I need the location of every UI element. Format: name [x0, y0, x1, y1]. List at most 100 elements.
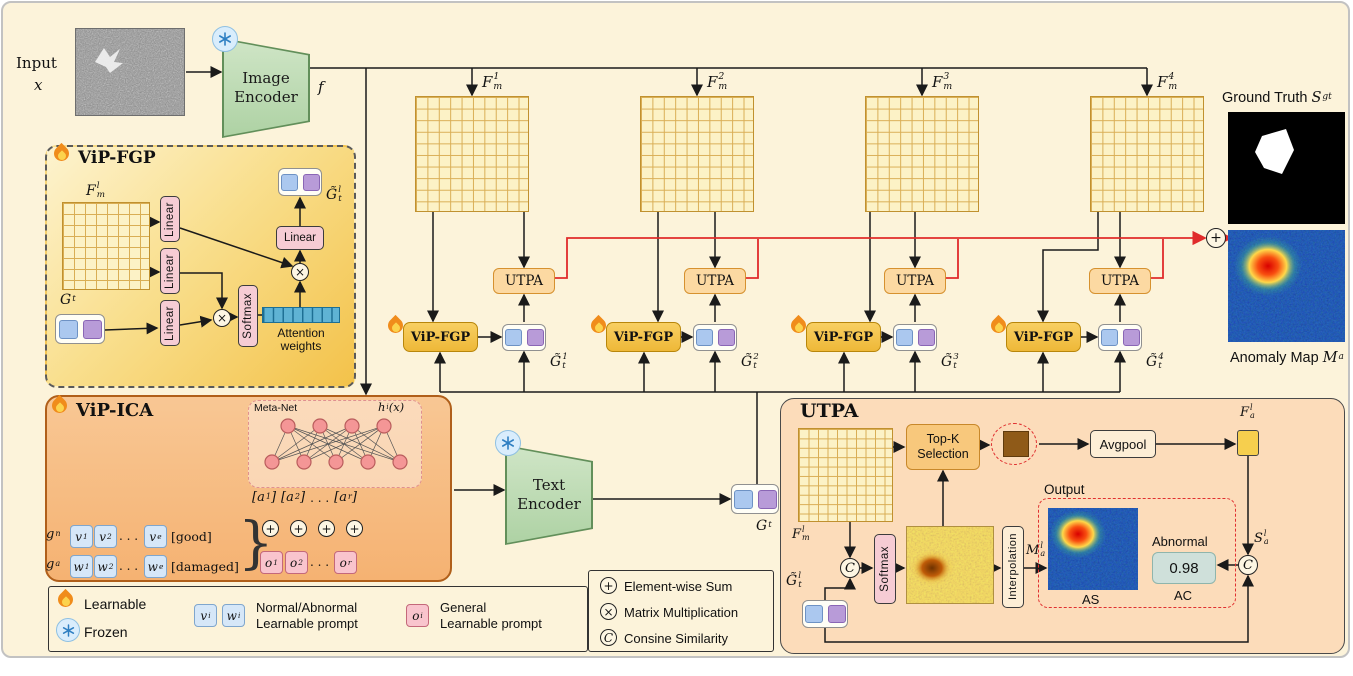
utpa-softmax-box: Softmax — [874, 534, 896, 604]
frozen-icon — [212, 26, 238, 52]
ac-label: AC — [1174, 588, 1193, 603]
feature-grid-4 — [1090, 96, 1204, 212]
linear-box-top: Linear — [276, 226, 324, 250]
element-sum-icon: + — [346, 520, 363, 537]
cosine-legend-label: Consine Similarity — [624, 631, 729, 646]
legend-box — [48, 586, 588, 652]
prompt-pair-3 — [893, 324, 937, 351]
prompt-pair-1 — [502, 324, 546, 351]
linear-box-1: Linear — [160, 196, 180, 242]
output-container — [1038, 498, 1236, 608]
topk-selection-box: Top-K Selection — [906, 424, 980, 470]
image-encoder-label: Image Encoder — [234, 69, 298, 106]
snowflake-icon — [501, 436, 514, 450]
text-encoder-label: Text Encoder — [517, 476, 581, 513]
flame-icon — [54, 588, 77, 611]
feature-grid-1 — [415, 96, 529, 212]
snowflake-icon — [218, 32, 231, 46]
ar-token: ar — [334, 490, 357, 505]
h-of-x-label: h i (x) — [378, 400, 405, 414]
utpa-box-3: UTPA — [884, 268, 946, 294]
a1-token: a1 — [252, 490, 276, 505]
avgpool-box: Avgpool — [1090, 430, 1156, 458]
fgp-output-pair — [278, 168, 322, 196]
fgp-output-label: G̃ l t — [326, 185, 342, 205]
attention-weights-label: Attention weights — [277, 326, 325, 353]
similarity-heatmap-image — [906, 526, 994, 604]
input-x-label: x — [34, 76, 43, 94]
meta-net-network — [264, 418, 408, 470]
topk-patch-highlight — [991, 423, 1037, 465]
flame-icon — [787, 314, 810, 337]
utpa-feature-grid — [798, 428, 893, 522]
utpa-g-pair — [802, 600, 848, 628]
vip-fgp-box-1: ViP-FGP — [403, 322, 478, 352]
black-connectors — [104, 66, 1254, 643]
g-tilde-label-1: G̃ 1 t — [550, 352, 568, 372]
good-label: [good] — [171, 529, 212, 544]
ops-legend-box — [588, 570, 774, 652]
fgp-softmax-box: Softmax — [238, 285, 258, 347]
element-sum-icon: + — [600, 577, 617, 594]
g-tilde-label-4: G̃ 4 t — [1146, 352, 1164, 372]
learnable-label: Learnable — [84, 596, 147, 612]
ellipsis: . . . — [119, 559, 139, 573]
snowflake-icon — [62, 623, 74, 637]
score-box: 0.98 — [1152, 552, 1216, 584]
element-sum-icon: + — [318, 520, 335, 537]
meta-net-container — [248, 400, 422, 488]
utpa-box-4: UTPA — [1089, 268, 1151, 294]
g-tilde-label-2: G̃ 2 t — [741, 352, 759, 372]
input-image — [75, 28, 185, 116]
utpa-title: UTPA — [800, 400, 859, 422]
selected-patch — [1003, 431, 1029, 457]
sum-legend-label: Element-wise Sum — [624, 579, 733, 594]
vip-fgp-title: ViP-FGP — [78, 148, 156, 168]
prompt-pair-4 — [1098, 324, 1142, 351]
anomaly-map-image — [1228, 230, 1345, 342]
fa-square — [1237, 430, 1259, 456]
ellipsis: . . . — [310, 555, 330, 569]
damaged-label: [damaged] — [171, 559, 239, 574]
output-label: Output — [1044, 482, 1085, 497]
frozen-icon — [56, 618, 80, 642]
as-output-image — [1048, 508, 1138, 590]
ground-truth-image — [1228, 112, 1345, 224]
element-sum-icon: + — [290, 520, 307, 537]
vip-fgp-box-4: ViP-FGP — [1006, 322, 1081, 352]
text-encoder: Text Encoder — [505, 445, 593, 545]
feature-f-label: f — [318, 78, 324, 96]
vip-ica-title: ViP-ICA — [76, 400, 154, 421]
utpa-box-1: UTPA — [493, 268, 555, 294]
flame-icon — [987, 314, 1010, 337]
flame-icon — [50, 142, 73, 165]
input-label: Input — [16, 54, 57, 72]
flame-icon — [384, 314, 407, 337]
interpolation-box: Interpolation — [1002, 526, 1024, 608]
flame-icon — [587, 314, 610, 337]
linear-box-2: Linear — [160, 248, 180, 294]
prompt-pair-2 — [693, 324, 737, 351]
as-label: AS — [1082, 592, 1100, 607]
matmul-legend-label: Matrix Multiplication — [624, 605, 739, 620]
